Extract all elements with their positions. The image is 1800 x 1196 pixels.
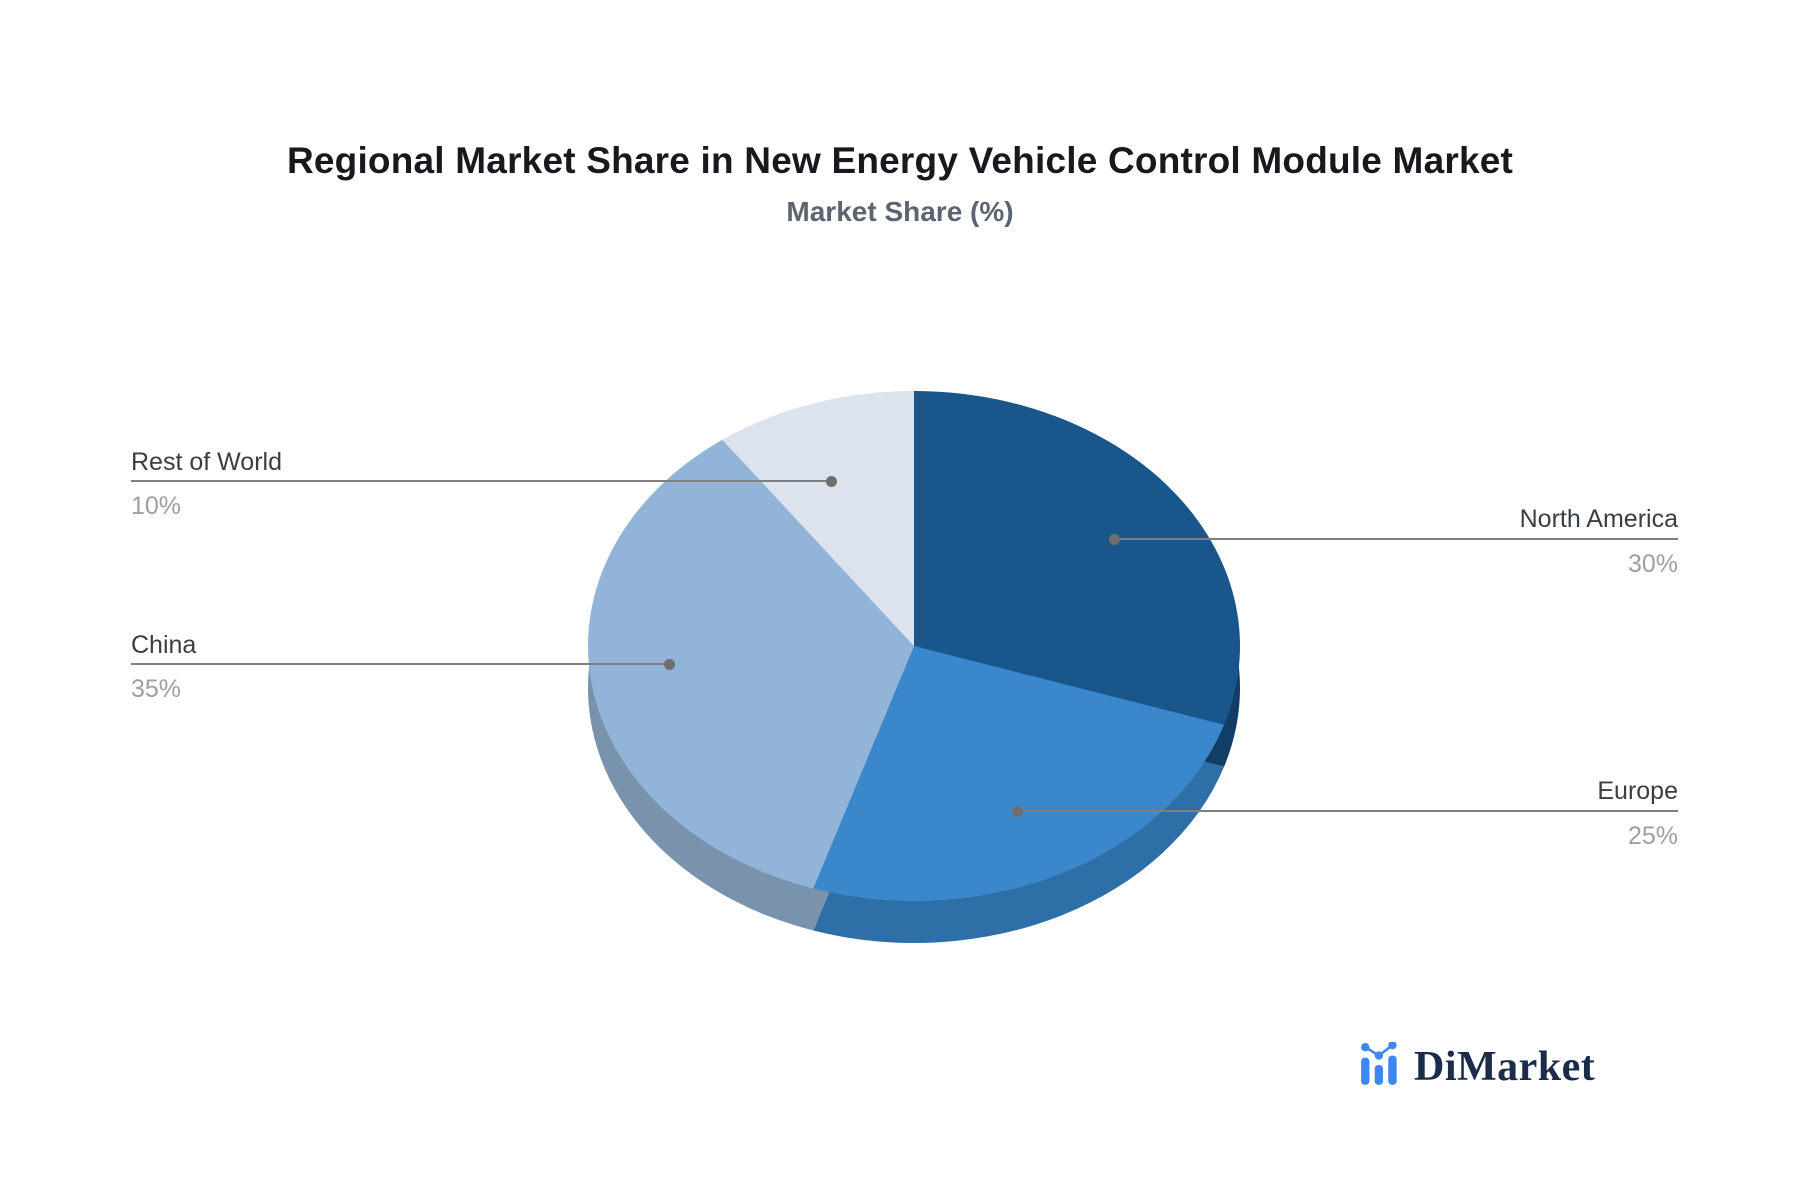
leader-line <box>131 475 837 487</box>
segment-label: Rest of World <box>131 448 282 476</box>
pie-slice-rest-of-world[interactable] <box>722 391 914 646</box>
pie-slice-europe[interactable] <box>813 646 1225 901</box>
chart-title: Regional Market Share in New Energy Vehi… <box>286 140 1514 181</box>
brand-logo-text: DiMarket <box>1414 1044 1596 1090</box>
segment-label: China <box>131 631 197 659</box>
pie-slice-china[interactable] <box>587 439 914 889</box>
leader-dot <box>1012 805 1023 817</box>
segment-label: North America <box>1519 505 1678 533</box>
segment-label: Europe <box>1597 777 1678 805</box>
segment-value: 10% <box>131 492 182 520</box>
segment-value: 25% <box>1627 822 1678 850</box>
segment-value: 30% <box>1627 550 1678 578</box>
leader-dot <box>826 475 837 487</box>
leader-line <box>131 658 675 670</box>
pie-slices <box>587 391 1240 901</box>
pie-slice-north-america[interactable] <box>914 391 1240 725</box>
leader-line <box>1012 805 1678 817</box>
bar-chart-trend-icon <box>1361 1042 1397 1085</box>
segment-value: 35% <box>131 675 182 703</box>
leader-dot <box>1109 533 1120 545</box>
brand-logo: DiMarket <box>1360 1042 1595 1088</box>
chart-subtitle: Market Share (%) <box>786 196 1014 227</box>
leader-line <box>1109 533 1678 545</box>
leader-dot <box>664 658 675 670</box>
